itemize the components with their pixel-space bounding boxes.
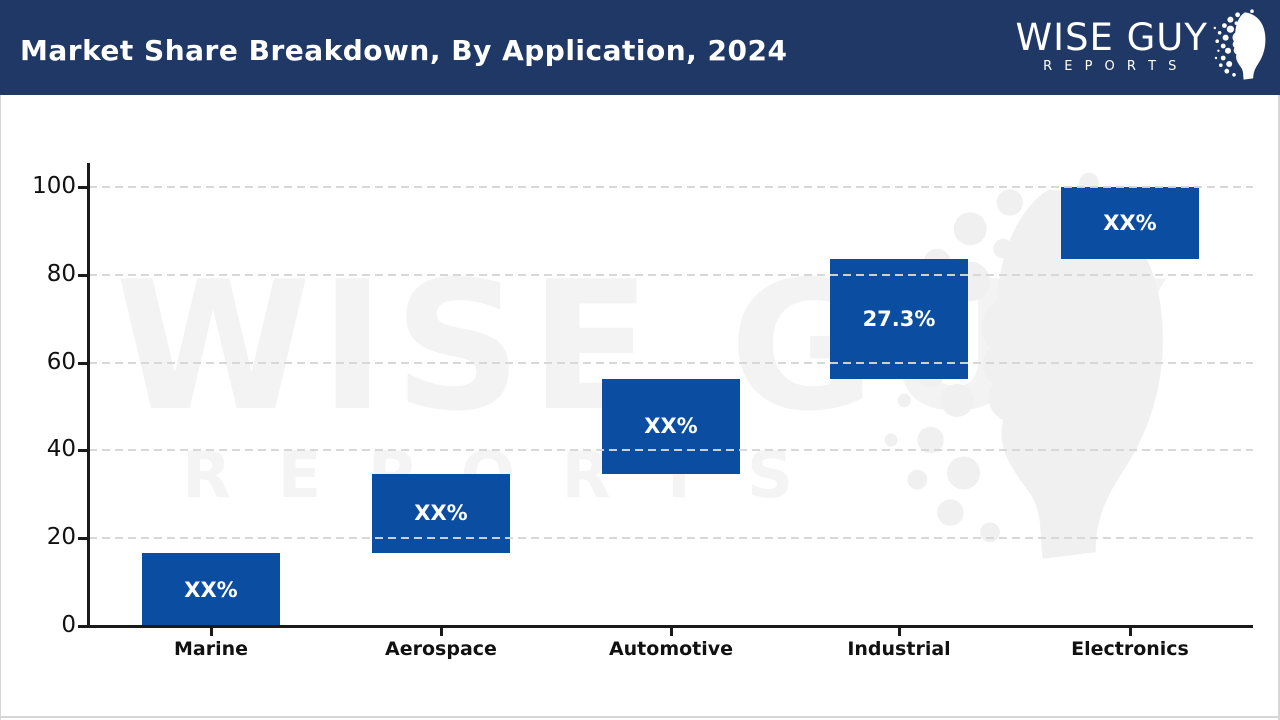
y-tick-label: 100 bbox=[32, 173, 76, 199]
logo-wordmark: WISE GUY bbox=[1015, 15, 1208, 59]
y-tick-mark bbox=[78, 186, 87, 189]
page-border bbox=[0, 95, 1, 720]
y-tick-label: 0 bbox=[61, 612, 76, 638]
x-tick-label: Electronics bbox=[1071, 638, 1189, 660]
y-tick-mark bbox=[78, 625, 87, 628]
bar-value-label: XX% bbox=[414, 501, 468, 526]
gridline bbox=[89, 537, 1253, 540]
bar-value-label: XX% bbox=[644, 414, 698, 439]
gridline bbox=[89, 449, 1253, 452]
x-tick-mark bbox=[440, 627, 443, 636]
x-tick-label: Aerospace bbox=[385, 638, 497, 660]
gridline bbox=[89, 273, 1253, 276]
page-border bbox=[1278, 95, 1280, 720]
y-tick-mark bbox=[78, 537, 87, 541]
bar-segment: XX% bbox=[372, 473, 510, 554]
bar-segment: XX% bbox=[142, 553, 280, 626]
y-tick-label: 40 bbox=[46, 436, 76, 463]
x-tick-mark bbox=[1129, 627, 1132, 636]
bar-segment: XX% bbox=[1061, 187, 1199, 259]
y-tick-label: 80 bbox=[46, 260, 76, 287]
page-border bbox=[0, 716, 1280, 718]
x-axis bbox=[87, 625, 1253, 628]
x-tick-label: Marine bbox=[173, 638, 249, 660]
y-tick-label: 20 bbox=[46, 524, 76, 551]
y-axis bbox=[87, 163, 90, 628]
bar-segment: XX% bbox=[602, 378, 740, 474]
bar-value-label: XX% bbox=[1103, 210, 1157, 235]
logo-subtitle: R E P O R T S bbox=[1043, 59, 1181, 75]
x-tick-mark bbox=[898, 627, 901, 636]
y-tick-label: 60 bbox=[46, 348, 76, 375]
wise-guy-logo: WISE GUY R E P O R T S bbox=[1016, 8, 1270, 84]
x-tick-label: Automotive bbox=[608, 638, 734, 660]
gridline bbox=[89, 361, 1253, 364]
logo-face-icon bbox=[1213, 9, 1266, 80]
x-tick-mark bbox=[210, 627, 213, 636]
bar-value-label: 27.3% bbox=[862, 306, 936, 331]
x-tick-mark bbox=[670, 627, 673, 636]
y-tick-mark bbox=[78, 273, 87, 277]
bar-segment: 27.3% bbox=[830, 258, 968, 379]
chart-title: Market Share Breakdown, By Application, … bbox=[20, 34, 788, 67]
header-bar: Market Share Breakdown, By Application, … bbox=[0, 0, 1280, 95]
logo-text: WISE GUY R E P O R T S bbox=[1015, 15, 1208, 75]
bar-value-label: XX% bbox=[184, 577, 238, 602]
x-tick-label: Industrial bbox=[847, 638, 951, 660]
y-tick-mark bbox=[78, 361, 87, 365]
y-tick-mark bbox=[78, 449, 87, 453]
gridline bbox=[89, 186, 1253, 188]
